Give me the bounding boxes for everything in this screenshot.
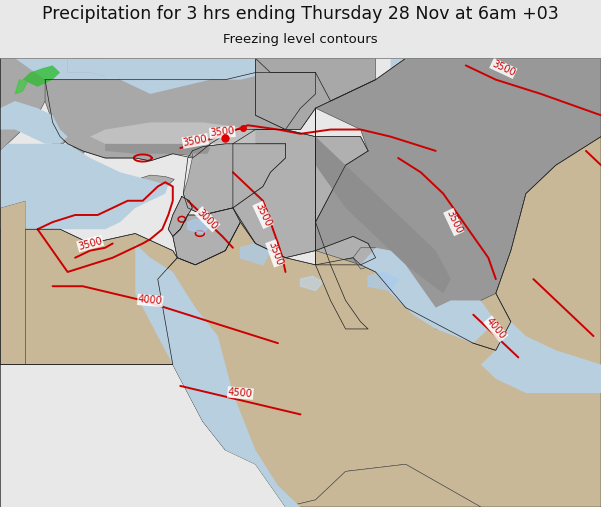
Text: 3500: 3500 — [77, 235, 103, 251]
Polygon shape — [135, 243, 300, 507]
Text: 3500: 3500 — [490, 58, 517, 78]
Text: 3500: 3500 — [182, 134, 209, 148]
Polygon shape — [361, 248, 496, 343]
Polygon shape — [0, 201, 25, 365]
Polygon shape — [168, 197, 192, 236]
Polygon shape — [233, 129, 376, 265]
Text: 3500: 3500 — [444, 209, 463, 235]
Polygon shape — [421, 294, 511, 350]
Polygon shape — [7, 168, 49, 178]
Polygon shape — [25, 229, 177, 365]
Polygon shape — [188, 219, 210, 234]
Polygon shape — [45, 73, 316, 161]
Polygon shape — [90, 122, 255, 144]
Polygon shape — [391, 58, 451, 151]
Polygon shape — [240, 243, 270, 265]
Polygon shape — [353, 248, 376, 269]
Polygon shape — [0, 144, 168, 229]
Polygon shape — [141, 175, 174, 185]
Polygon shape — [157, 137, 601, 507]
Polygon shape — [183, 144, 285, 215]
Polygon shape — [0, 101, 67, 144]
Text: 3500: 3500 — [210, 126, 235, 138]
Text: 4000: 4000 — [484, 316, 507, 342]
Text: 4500: 4500 — [228, 387, 253, 399]
Polygon shape — [0, 365, 225, 450]
Polygon shape — [105, 144, 210, 154]
Text: 3000: 3000 — [195, 207, 219, 232]
Polygon shape — [67, 58, 270, 94]
Polygon shape — [481, 322, 601, 393]
Text: 3500: 3500 — [266, 240, 284, 267]
Polygon shape — [300, 276, 323, 291]
Polygon shape — [285, 464, 481, 507]
Polygon shape — [316, 58, 601, 350]
Text: 4000: 4000 — [138, 295, 163, 307]
Text: 3500: 3500 — [253, 202, 273, 228]
Text: Freezing level contours: Freezing level contours — [223, 33, 378, 46]
Polygon shape — [0, 58, 105, 151]
Polygon shape — [0, 58, 120, 80]
Polygon shape — [22, 65, 60, 87]
Polygon shape — [368, 272, 398, 291]
Text: Precipitation for 3 hrs ending Thursday 28 Nov at 6am +03: Precipitation for 3 hrs ending Thursday … — [42, 5, 559, 23]
Polygon shape — [72, 147, 87, 154]
Polygon shape — [15, 80, 27, 94]
Polygon shape — [173, 208, 240, 265]
Polygon shape — [45, 134, 67, 144]
Polygon shape — [316, 137, 451, 294]
Polygon shape — [255, 58, 376, 129]
